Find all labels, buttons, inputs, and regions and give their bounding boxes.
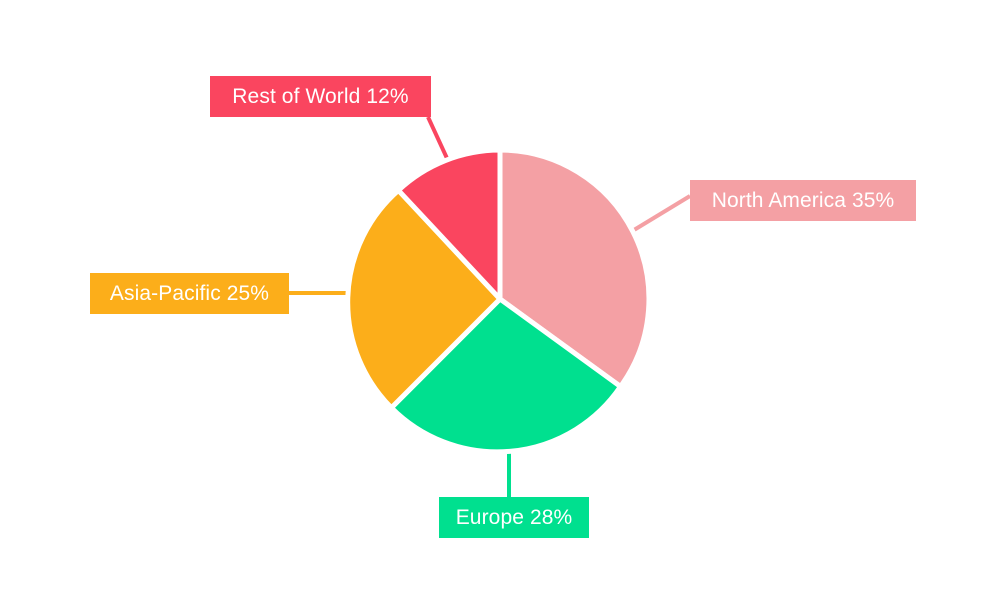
slice-label-europe[interactable]: Europe 28% <box>439 497 589 538</box>
pie-slice-north-america[interactable] <box>497 147 652 390</box>
pie-slice-asia-pacific[interactable] <box>345 187 503 411</box>
slice-label-rest-of-world[interactable]: Rest of World 12% <box>210 76 431 117</box>
slice-label-north-america[interactable]: North America 35% <box>690 180 916 221</box>
slice-label-asia-pacific[interactable]: Asia-Pacific 25% <box>90 273 289 314</box>
pie-slice-europe[interactable] <box>388 296 624 455</box>
pie-wedges <box>345 147 652 455</box>
leader-line-north-america <box>627 194 692 235</box>
pie-slice-rest-of-world[interactable] <box>395 147 503 302</box>
